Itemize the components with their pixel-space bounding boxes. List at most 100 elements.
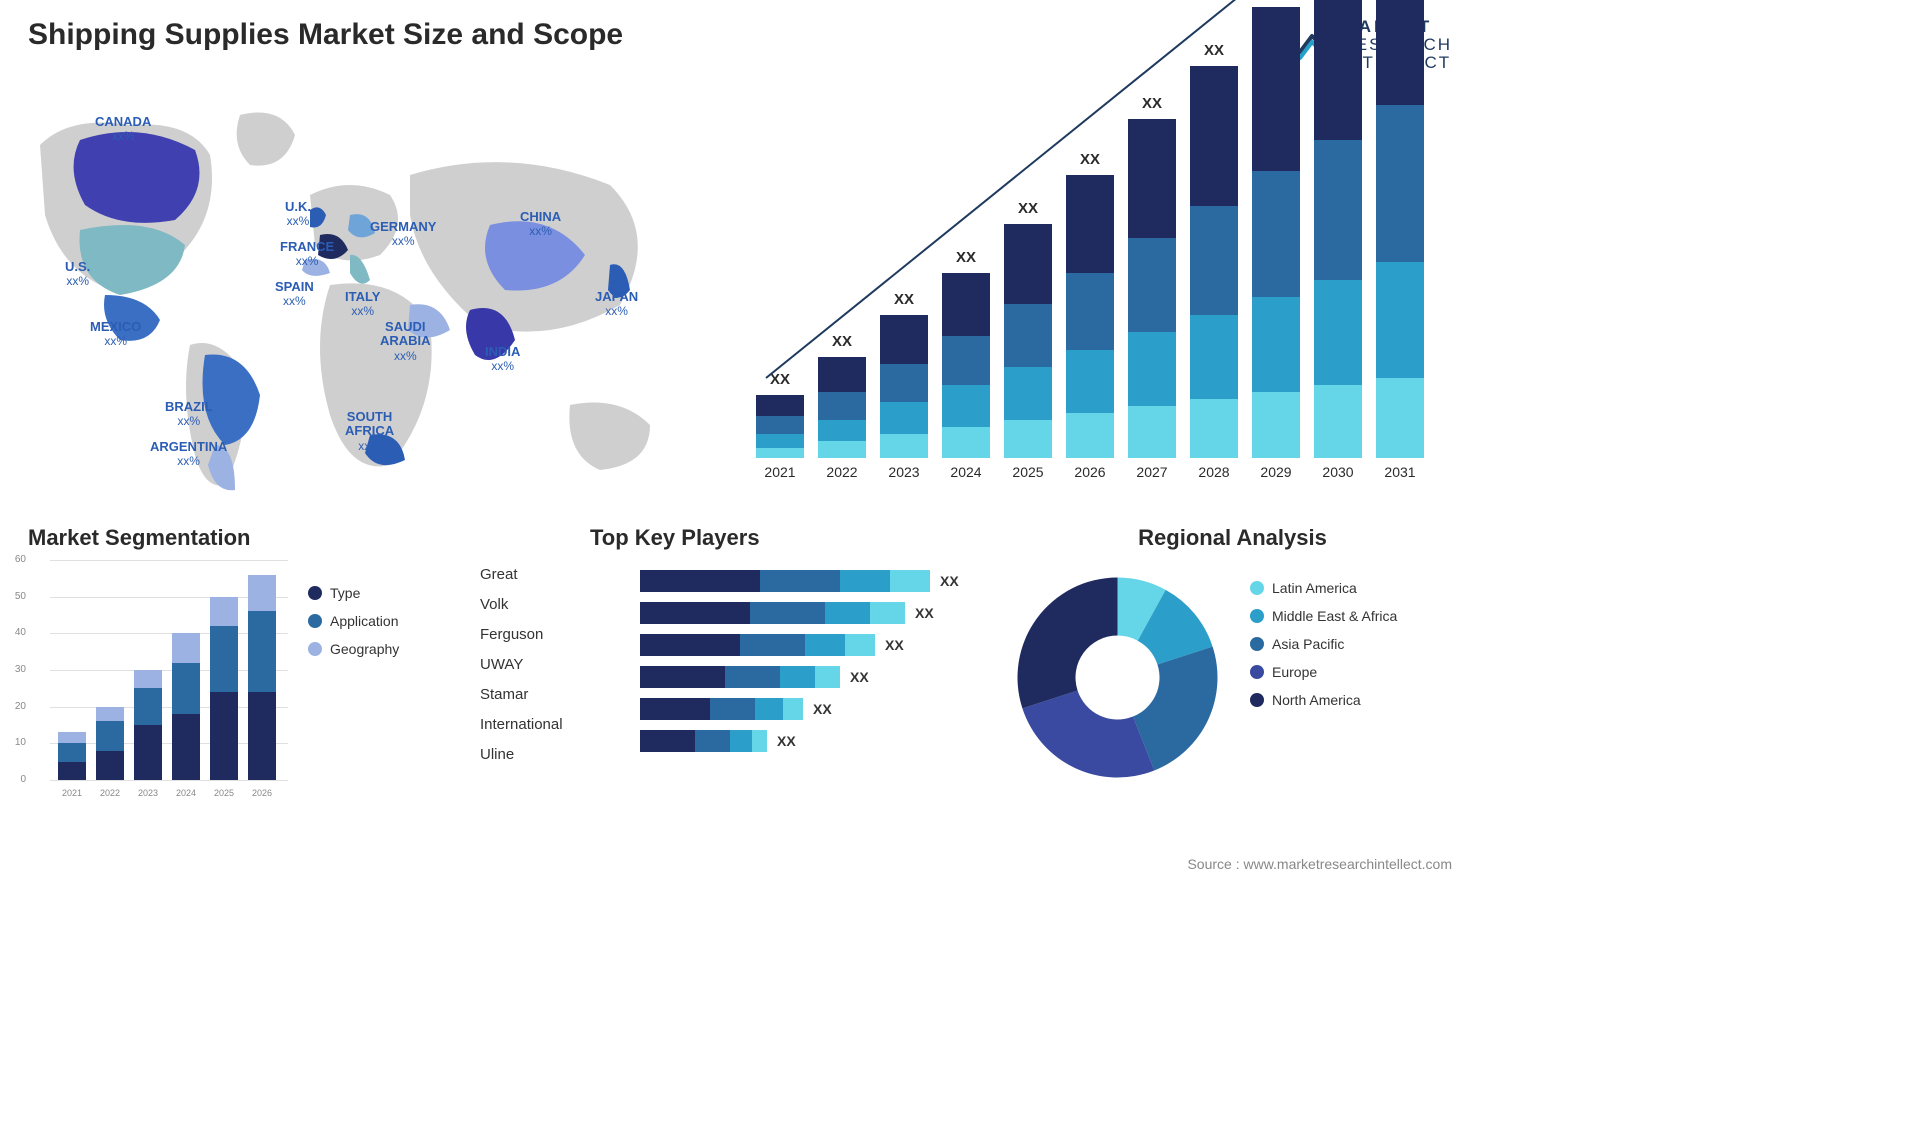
forecast-seg — [880, 315, 928, 364]
forecast-seg — [1066, 413, 1114, 459]
forecast-seg — [1314, 385, 1362, 459]
kp-seg — [695, 730, 730, 752]
forecast-seg — [1066, 350, 1114, 413]
seg-legend-item: Geography — [308, 641, 399, 657]
seg-seg — [248, 575, 276, 612]
forecast-seg — [1128, 238, 1176, 333]
forecast-seg — [1314, 0, 1362, 140]
legend-dot-icon — [1250, 637, 1264, 651]
map-country-us — [80, 225, 186, 295]
seg-ytick: 60 — [6, 554, 26, 565]
forecast-value-label: XX — [942, 249, 990, 266]
map-label-japan: JAPANxx% — [595, 290, 638, 319]
forecast-seg — [1128, 119, 1176, 238]
forecast-year-label: 2029 — [1252, 464, 1300, 480]
map-label-mexico: MEXICOxx% — [90, 320, 141, 349]
forecast-seg — [1190, 66, 1238, 206]
regional-panel: Regional Analysis Latin America Middle Ea… — [1010, 525, 1455, 825]
forecast-chart: XXXXXXXXXXXXXXXXXXXXXX 20212022202320242… — [740, 95, 1440, 480]
seg-seg — [248, 692, 276, 780]
forecast-seg — [1066, 273, 1114, 350]
forecast-seg — [1128, 332, 1176, 406]
kp-seg — [805, 634, 845, 656]
kp-bar — [640, 602, 905, 624]
donut-segment — [1018, 578, 1118, 709]
seg-year-label: 2021 — [58, 788, 86, 798]
kp-seg — [740, 634, 805, 656]
map-label-spain: SPAINxx% — [275, 280, 314, 309]
kp-seg — [890, 570, 930, 592]
forecast-year-label: 2030 — [1314, 464, 1362, 480]
kp-value-label: XX — [850, 669, 869, 685]
forecast-seg — [1252, 7, 1300, 172]
forecast-seg — [756, 448, 804, 459]
seg-seg — [172, 714, 200, 780]
ra-legend-item: North America — [1250, 692, 1397, 708]
forecast-seg — [942, 385, 990, 427]
kp-seg — [845, 634, 875, 656]
forecast-year-label: 2022 — [818, 464, 866, 480]
forecast-seg — [880, 434, 928, 459]
map-label-brazil: BRAZILxx% — [165, 400, 213, 429]
kp-seg — [755, 698, 783, 720]
seg-seg — [96, 751, 124, 780]
forecast-value-label: XX — [756, 371, 804, 388]
forecast-seg — [756, 416, 804, 434]
forecast-seg — [1004, 420, 1052, 459]
forecast-seg — [1376, 262, 1424, 378]
legend-dot-icon — [1250, 581, 1264, 595]
seg-legend-item: Application — [308, 613, 399, 629]
kp-seg — [780, 666, 815, 688]
key-players-panel: Top Key Players GreatVolkFergusonUWAYSta… — [590, 525, 1020, 825]
forecast-seg — [1252, 171, 1300, 297]
seg-legend-item: Type — [308, 585, 399, 601]
seg-seg — [172, 633, 200, 662]
forecast-seg — [756, 434, 804, 448]
kp-bar — [640, 666, 840, 688]
ra-legend-label: Latin America — [1272, 580, 1357, 596]
kp-seg — [640, 730, 695, 752]
map-label-u.s.: U.S.xx% — [65, 260, 90, 289]
kp-value-label: XX — [777, 733, 796, 749]
kp-seg — [815, 666, 840, 688]
forecast-seg — [942, 336, 990, 385]
seg-seg — [58, 743, 86, 761]
ra-legend-item: Middle East & Africa — [1250, 608, 1397, 624]
forecast-seg — [1252, 297, 1300, 392]
kp-bar — [640, 634, 875, 656]
seg-seg — [210, 692, 238, 780]
forecast-seg — [1128, 406, 1176, 459]
map-label-argentina: ARGENTINAxx% — [150, 440, 227, 469]
kp-name: International — [480, 710, 590, 740]
map-label-south-africa: SOUTHAFRICAxx% — [345, 410, 394, 453]
forecast-seg — [1376, 378, 1424, 459]
forecast-year-label: 2025 — [1004, 464, 1052, 480]
ra-legend-label: Middle East & Africa — [1272, 608, 1397, 624]
kp-name: Stamar — [480, 680, 590, 710]
ra-legend-item: Asia Pacific — [1250, 636, 1397, 652]
seg-bar-2026 — [248, 575, 276, 780]
kp-row: XX — [640, 634, 980, 656]
seg-ytick: 0 — [6, 774, 26, 785]
forecast-seg — [1314, 280, 1362, 385]
forecast-year-label: 2031 — [1376, 464, 1424, 480]
segmentation-chart: 0102030405060 202120222023202420252026 — [28, 560, 288, 800]
seg-legend-label: Application — [330, 613, 399, 629]
seg-bar-2024 — [172, 633, 200, 780]
kp-seg — [870, 602, 905, 624]
forecast-bar-2021: XX — [756, 395, 804, 458]
kp-seg — [640, 698, 710, 720]
regional-title: Regional Analysis — [1010, 525, 1455, 551]
seg-bar-2023 — [134, 670, 162, 780]
kp-name: Volk — [480, 590, 590, 620]
kp-seg — [640, 602, 750, 624]
seg-legend-label: Type — [330, 585, 360, 601]
map-country-italy — [350, 255, 370, 284]
kp-row: XX — [640, 570, 980, 592]
source-line: Source : www.marketresearchintellect.com — [1187, 856, 1452, 872]
seg-year-label: 2024 — [172, 788, 200, 798]
kp-seg — [783, 698, 803, 720]
kp-row: XX — [640, 602, 980, 624]
forecast-value-label: XX — [1066, 151, 1114, 168]
forecast-value-label: XX — [880, 291, 928, 308]
